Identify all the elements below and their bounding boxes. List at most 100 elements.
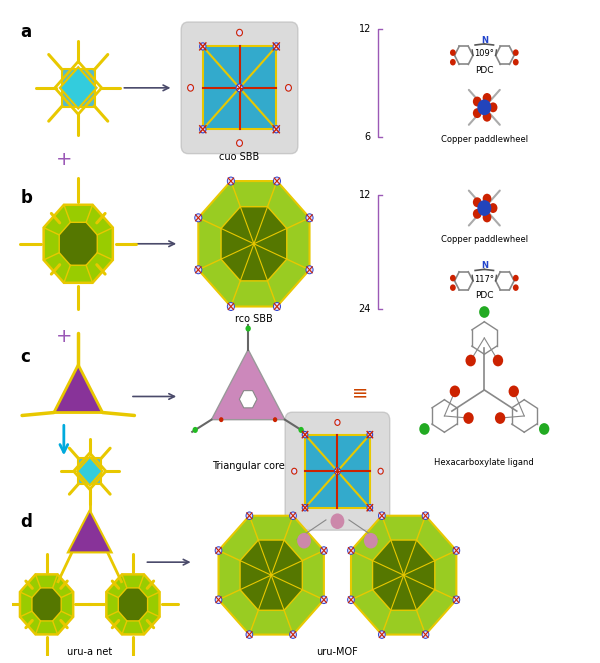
Circle shape xyxy=(488,203,497,213)
Circle shape xyxy=(246,631,253,638)
Circle shape xyxy=(479,306,490,318)
Circle shape xyxy=(274,177,281,185)
Text: +: + xyxy=(56,150,72,169)
Polygon shape xyxy=(68,511,112,552)
Text: 12: 12 xyxy=(358,25,371,34)
Text: 12: 12 xyxy=(358,190,371,200)
Circle shape xyxy=(200,126,206,133)
Text: uru-MOF: uru-MOF xyxy=(317,646,358,656)
Text: d: d xyxy=(20,513,32,532)
Text: cuo SBB: cuo SBB xyxy=(220,152,260,162)
Circle shape xyxy=(473,108,482,118)
Polygon shape xyxy=(240,540,302,610)
Polygon shape xyxy=(211,349,285,420)
Circle shape xyxy=(292,468,297,474)
Circle shape xyxy=(273,126,280,133)
Polygon shape xyxy=(351,516,457,634)
Circle shape xyxy=(422,631,429,638)
Polygon shape xyxy=(218,516,324,634)
Circle shape xyxy=(488,102,497,112)
Polygon shape xyxy=(118,588,148,621)
Polygon shape xyxy=(62,69,95,107)
Polygon shape xyxy=(305,435,370,508)
Circle shape xyxy=(188,85,193,91)
Polygon shape xyxy=(203,46,276,129)
Circle shape xyxy=(193,427,198,433)
Circle shape xyxy=(306,266,313,274)
Text: Hexacarboxylate ligand: Hexacarboxylate ligand xyxy=(434,458,534,467)
Circle shape xyxy=(347,596,355,603)
Circle shape xyxy=(473,198,482,207)
Circle shape xyxy=(320,596,327,603)
Text: +: + xyxy=(56,327,72,345)
Circle shape xyxy=(200,43,206,50)
Circle shape xyxy=(482,194,491,204)
Circle shape xyxy=(302,432,308,438)
Circle shape xyxy=(227,302,235,310)
Polygon shape xyxy=(77,457,103,485)
Text: a: a xyxy=(20,23,32,41)
Text: Copper paddlewheel: Copper paddlewheel xyxy=(441,235,528,245)
Circle shape xyxy=(290,512,296,520)
Circle shape xyxy=(297,533,311,548)
Circle shape xyxy=(450,49,456,56)
Polygon shape xyxy=(44,205,113,283)
Circle shape xyxy=(379,512,385,520)
Polygon shape xyxy=(60,67,97,109)
Text: rco SBB: rco SBB xyxy=(235,314,273,324)
FancyBboxPatch shape xyxy=(285,412,390,530)
Text: 109°: 109° xyxy=(475,50,494,58)
Text: ≡: ≡ xyxy=(352,384,368,402)
Circle shape xyxy=(513,275,518,281)
Text: 6: 6 xyxy=(365,131,371,142)
Circle shape xyxy=(298,427,304,433)
Circle shape xyxy=(302,505,308,511)
Circle shape xyxy=(290,631,296,638)
Circle shape xyxy=(493,355,503,367)
Circle shape xyxy=(195,266,202,274)
Text: 117°: 117° xyxy=(475,275,494,284)
Circle shape xyxy=(539,423,550,435)
Circle shape xyxy=(513,284,518,291)
Text: c: c xyxy=(20,347,31,366)
Circle shape xyxy=(482,112,491,122)
Circle shape xyxy=(227,177,235,185)
Circle shape xyxy=(463,412,474,424)
Polygon shape xyxy=(221,207,287,281)
Polygon shape xyxy=(78,458,101,484)
Circle shape xyxy=(379,631,385,638)
Text: PDC: PDC xyxy=(475,291,494,300)
Circle shape xyxy=(509,385,519,397)
Circle shape xyxy=(306,213,313,222)
Polygon shape xyxy=(199,181,310,306)
Circle shape xyxy=(273,43,280,50)
Text: Triangular core: Triangular core xyxy=(212,461,284,471)
Circle shape xyxy=(236,140,242,147)
Circle shape xyxy=(236,29,242,36)
Text: 24: 24 xyxy=(358,304,371,314)
Circle shape xyxy=(334,468,340,475)
Circle shape xyxy=(513,49,518,56)
Circle shape xyxy=(482,213,491,222)
Polygon shape xyxy=(20,574,73,634)
Circle shape xyxy=(466,355,476,367)
Circle shape xyxy=(513,59,518,66)
Circle shape xyxy=(219,417,223,422)
Circle shape xyxy=(274,302,281,310)
Circle shape xyxy=(320,547,327,554)
Circle shape xyxy=(286,85,292,91)
FancyBboxPatch shape xyxy=(181,22,298,154)
Circle shape xyxy=(335,517,340,523)
Circle shape xyxy=(215,547,222,554)
Circle shape xyxy=(364,533,378,548)
Polygon shape xyxy=(239,391,257,408)
Circle shape xyxy=(473,209,482,219)
Circle shape xyxy=(482,93,491,103)
Polygon shape xyxy=(54,365,103,412)
Circle shape xyxy=(453,547,460,554)
Circle shape xyxy=(478,200,491,216)
Circle shape xyxy=(495,412,505,424)
Circle shape xyxy=(331,513,344,529)
Polygon shape xyxy=(373,540,435,610)
Circle shape xyxy=(367,432,373,438)
